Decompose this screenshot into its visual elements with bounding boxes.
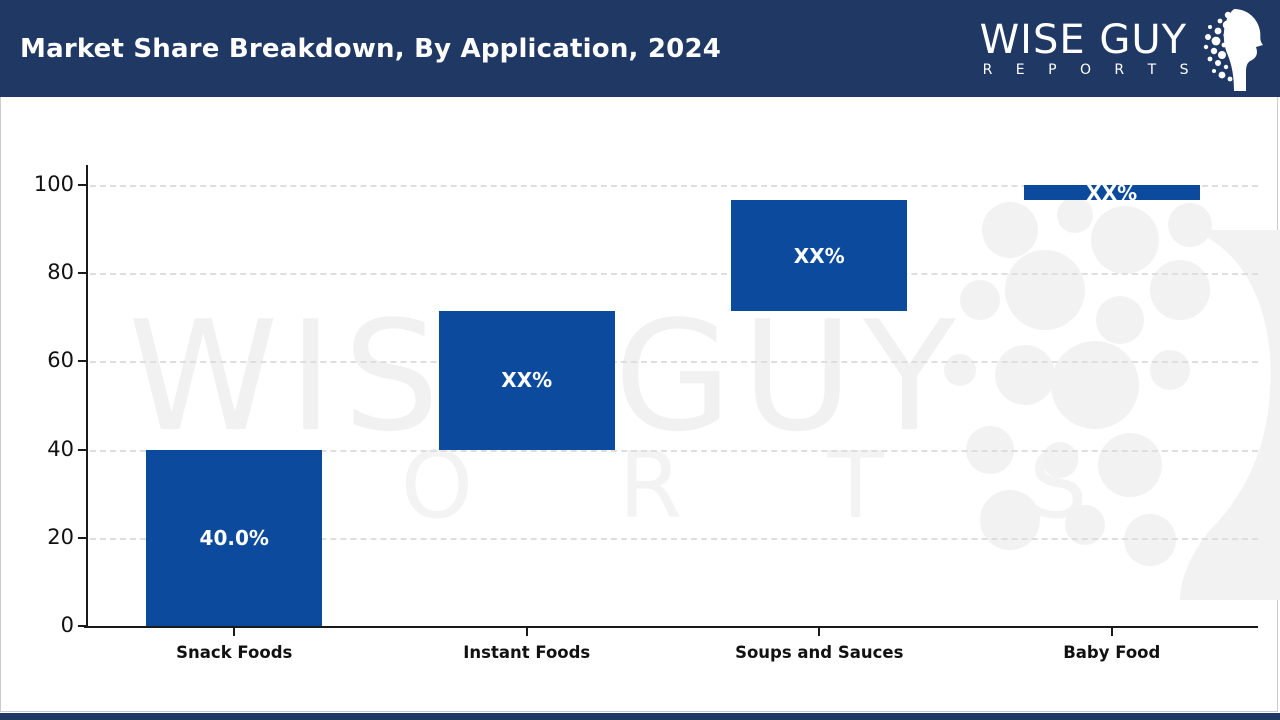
category-label-3: Baby Food bbox=[1063, 643, 1161, 662]
category-label-2: Soups and Sauces bbox=[735, 643, 904, 662]
y-tick-40 bbox=[78, 448, 87, 451]
header-banner: Market Share Breakdown, By Application, … bbox=[0, 0, 1280, 97]
wise-guy-reports-logo: WISE GUY R E P O R T S bbox=[980, 7, 1266, 91]
gridline-60 bbox=[90, 361, 1258, 364]
x-tick-0 bbox=[233, 628, 236, 636]
y-tick-label-0: 0 bbox=[60, 613, 74, 637]
y-axis-line bbox=[86, 165, 88, 627]
category-label-0: Snack Foods bbox=[176, 643, 293, 662]
x-axis-line bbox=[84, 626, 1258, 628]
y-tick-100 bbox=[78, 184, 87, 186]
category-label-1: Instant Foods bbox=[463, 643, 591, 662]
bar-value-label: 40.0% bbox=[199, 525, 269, 550]
logo-wordmark: WISE GUY bbox=[979, 17, 1188, 63]
y-tick-label-40: 40 bbox=[47, 436, 74, 461]
x-tick-1 bbox=[525, 628, 528, 636]
waterfall-chart: 0 20 40 60 80 100 40.0% Snack Foods XX% Instant F… bbox=[0, 97, 1280, 713]
y-tick-label-100: 100 bbox=[33, 172, 74, 196]
gridline-80 bbox=[90, 273, 1258, 276]
bar-snack-foods bbox=[146, 449, 323, 626]
y-tick-0 bbox=[78, 625, 87, 627]
y-tick-label-80: 80 bbox=[47, 260, 74, 285]
logo-subtitle: R E P O R T S bbox=[982, 62, 1198, 78]
bar-value-label: XX% bbox=[501, 368, 553, 393]
gridline-40 bbox=[90, 449, 1258, 452]
x-tick-2 bbox=[818, 628, 821, 636]
gridline-100 bbox=[90, 185, 1258, 187]
head-profile-icon bbox=[1203, 8, 1263, 91]
y-tick-label-60: 60 bbox=[47, 348, 74, 373]
y-tick-20 bbox=[78, 536, 87, 539]
logo-text: WISE GUY R E P O R T S bbox=[980, 20, 1198, 77]
bar-value-label: XX% bbox=[793, 243, 845, 268]
bar-instant-foods bbox=[438, 310, 615, 450]
x-tick-3 bbox=[1110, 628, 1113, 636]
y-tick-80 bbox=[78, 272, 87, 275]
bar-soups-and-sauces bbox=[731, 200, 908, 311]
bar-baby-food bbox=[1023, 185, 1200, 201]
y-tick-label-20: 20 bbox=[47, 524, 74, 549]
y-tick-60 bbox=[78, 360, 87, 363]
bar-value-label: XX% bbox=[1086, 180, 1138, 205]
gridline-20 bbox=[90, 537, 1258, 540]
footer-banner bbox=[0, 713, 1280, 720]
page-title: Market Share Breakdown, By Application, … bbox=[20, 33, 722, 64]
